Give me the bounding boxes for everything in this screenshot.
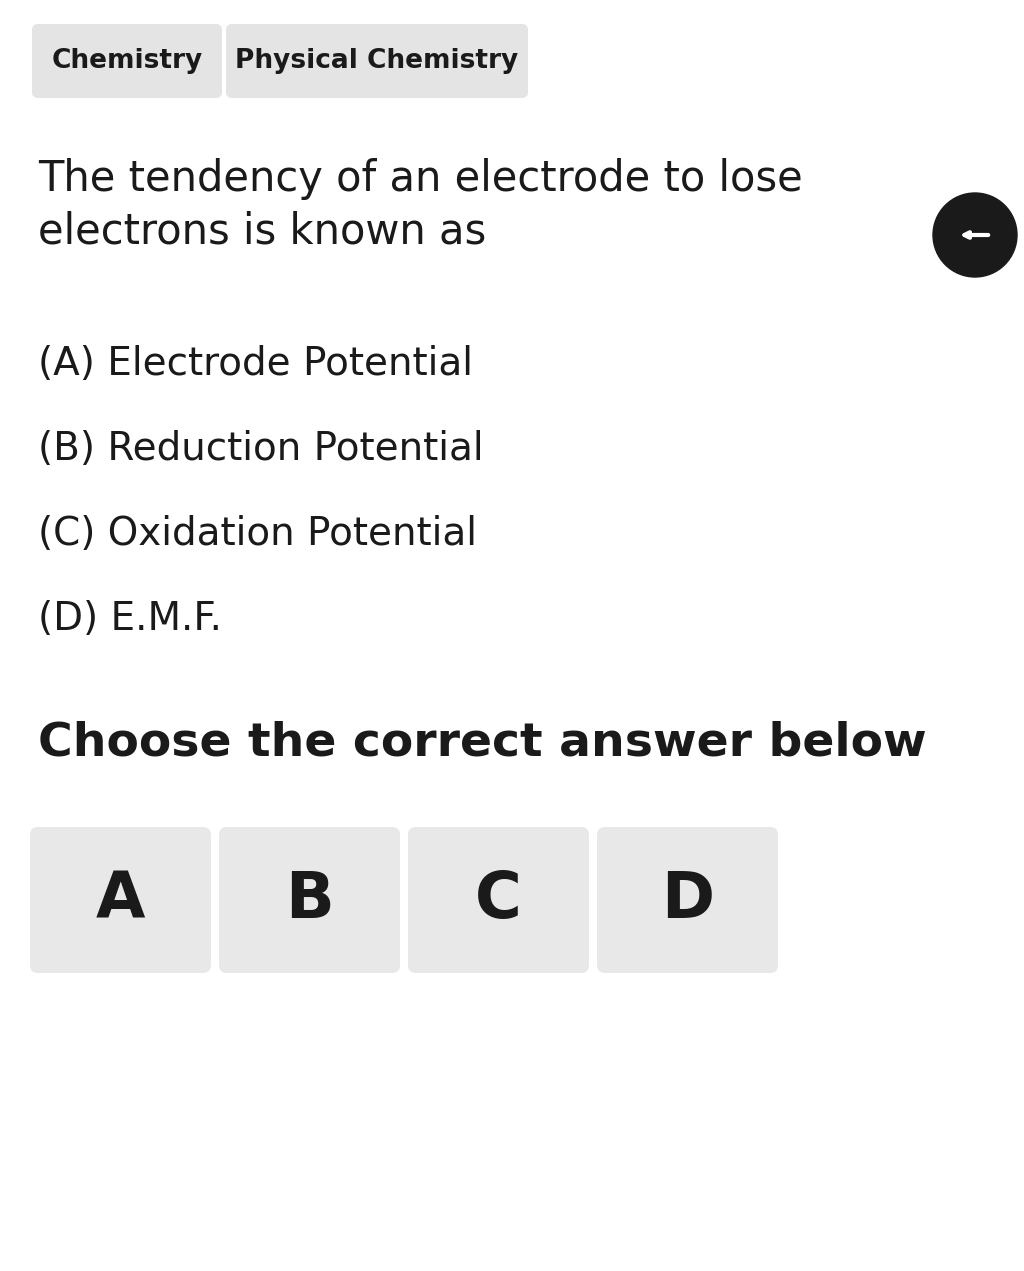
FancyBboxPatch shape [219, 827, 400, 974]
Text: The tendency of an electrode to lose: The tendency of an electrode to lose [38, 158, 803, 200]
Text: Physical Chemistry: Physical Chemistry [236, 48, 518, 74]
Text: (D) E.M.F.: (D) E.M.F. [38, 600, 222, 638]
FancyBboxPatch shape [30, 827, 211, 974]
Text: D: D [660, 869, 714, 930]
FancyBboxPatch shape [597, 827, 778, 974]
Text: Choose the correct answer below: Choose the correct answer below [38, 719, 927, 765]
FancyBboxPatch shape [32, 24, 222, 98]
Text: A: A [96, 869, 145, 930]
Text: B: B [285, 869, 334, 930]
FancyBboxPatch shape [408, 827, 589, 974]
Text: C: C [475, 869, 522, 930]
Text: (C) Oxidation Potential: (C) Oxidation Potential [38, 515, 477, 553]
Text: (A) Electrode Potential: (A) Electrode Potential [38, 344, 473, 383]
Text: Chemistry: Chemistry [51, 48, 203, 74]
Text: electrons is known as: electrons is known as [38, 210, 486, 252]
Text: (B) Reduction Potential: (B) Reduction Potential [38, 430, 483, 468]
FancyBboxPatch shape [226, 24, 528, 98]
Circle shape [933, 193, 1017, 277]
